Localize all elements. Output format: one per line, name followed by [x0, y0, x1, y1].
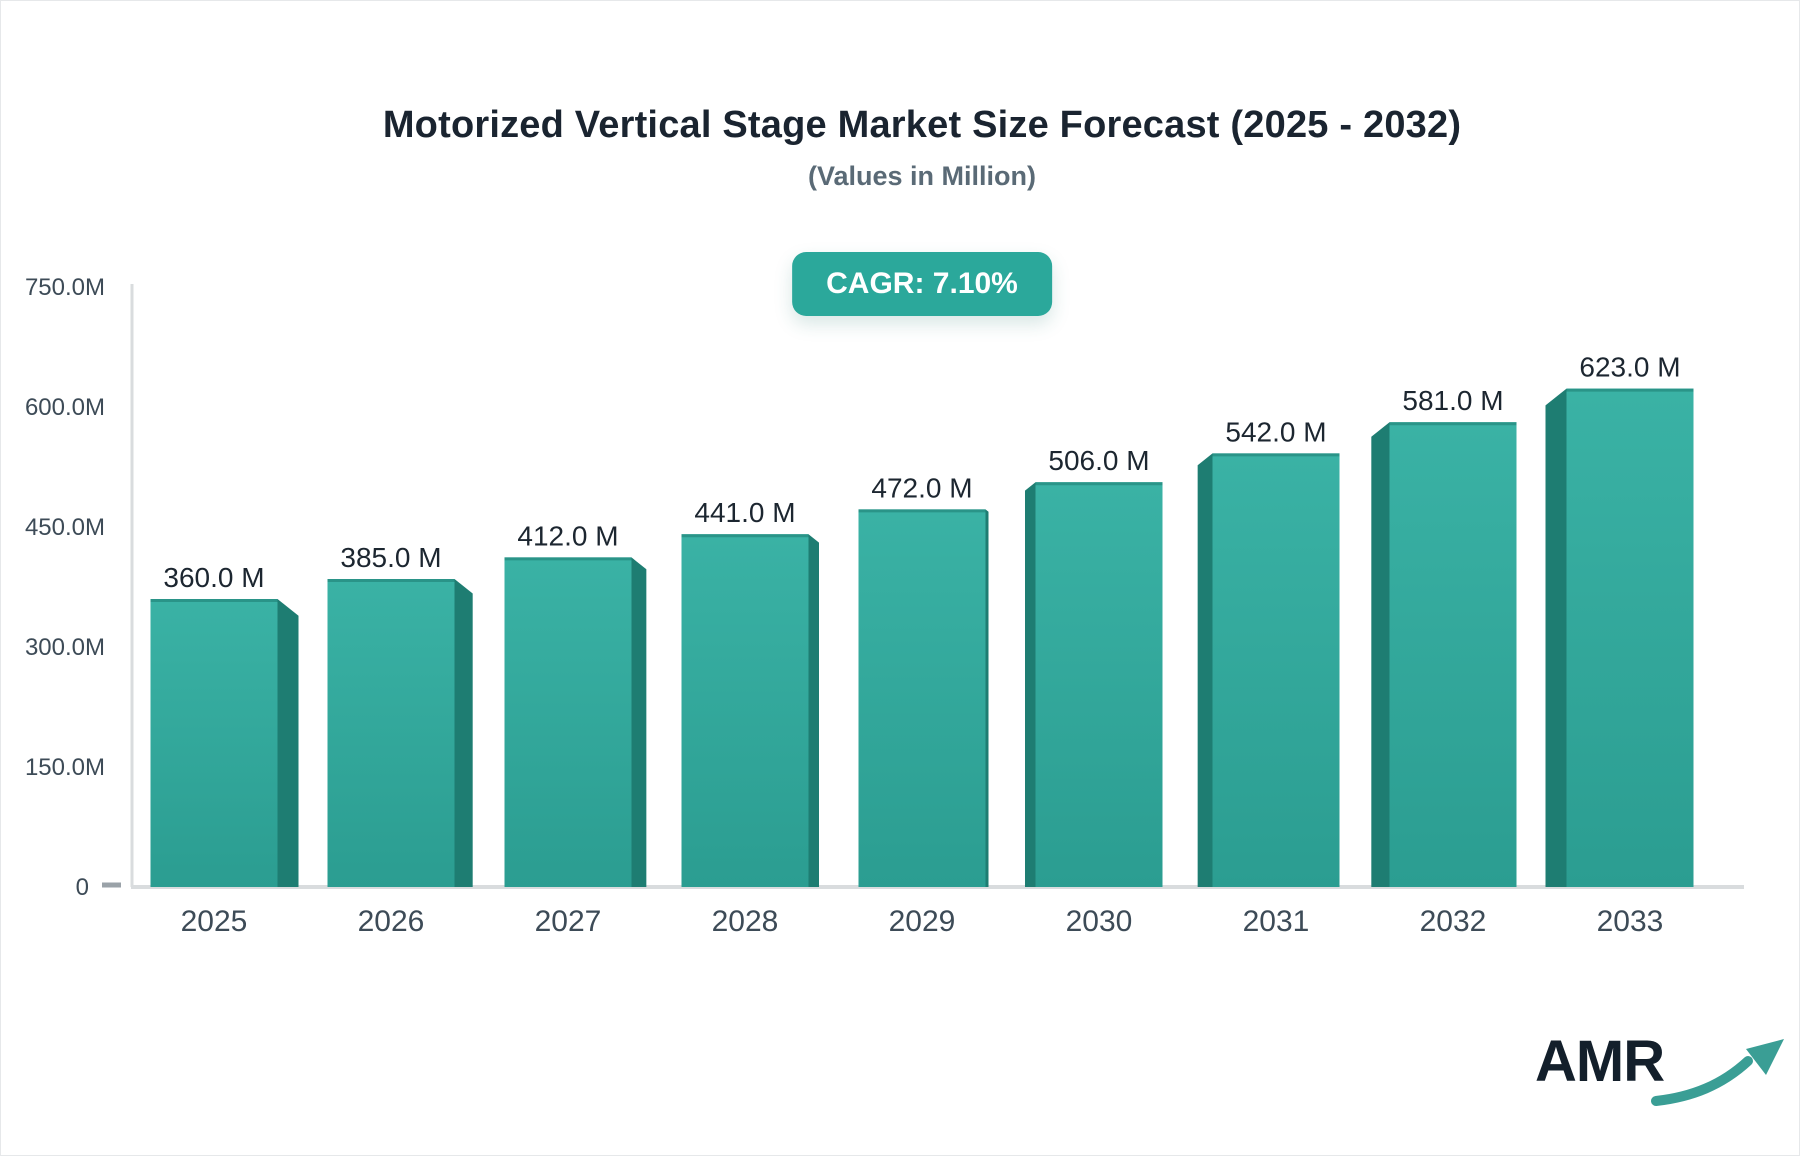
logo-text: AMR — [1535, 1029, 1665, 1094]
amr-logo: AMR — [1535, 1033, 1790, 1113]
bar-front — [504, 557, 632, 887]
y-axis-label: 0 — [76, 874, 89, 901]
bar-side — [1371, 422, 1390, 887]
growth-arrow-icon — [1651, 1039, 1785, 1106]
y-axis-label: 750.0M — [25, 274, 105, 301]
y-axis-label: 600.0M — [25, 394, 105, 421]
x-axis-label: 2033 — [1597, 905, 1664, 938]
cagr-badge: CAGR: 7.10% — [792, 252, 1052, 316]
bar-side — [1025, 482, 1036, 887]
bar-side — [631, 557, 647, 887]
bar-value-label: 441.0 M — [694, 497, 795, 528]
bar-value-label: 360.0 M — [163, 562, 264, 593]
x-axis-label: 2030 — [1066, 905, 1133, 938]
x-axis-label: 2027 — [535, 905, 602, 938]
bar-front — [1035, 482, 1163, 887]
bar-value-label: 385.0 M — [340, 542, 441, 573]
y-axis-label: 150.0M — [25, 754, 105, 781]
bar-value-label: 472.0 M — [871, 472, 972, 503]
bar-side — [985, 509, 989, 887]
bar-value-label: 623.0 M — [1579, 352, 1680, 383]
bar-side — [1545, 388, 1567, 887]
x-axis-label: 2031 — [1243, 905, 1310, 938]
chart-title: Motorized Vertical Stage Market Size For… — [382, 104, 1462, 146]
bar-value-label: 542.0 M — [1225, 416, 1326, 447]
bar-side — [1197, 453, 1213, 887]
y-axis-label: 450.0M — [25, 514, 105, 541]
x-axis-label: 2032 — [1420, 905, 1487, 938]
bar-front — [1389, 422, 1517, 887]
bar-side — [808, 534, 819, 887]
x-axis-label: 2028 — [712, 905, 779, 938]
x-axis-label: 2026 — [358, 905, 425, 938]
x-axis-label: 2025 — [181, 905, 248, 938]
bar-value-label: 412.0 M — [517, 520, 618, 551]
bar-front — [858, 509, 986, 887]
bar-value-label: 506.0 M — [1048, 445, 1149, 476]
bar-side — [277, 599, 299, 887]
bar-front — [1212, 453, 1340, 887]
bar-front — [1566, 388, 1694, 887]
bar-front — [681, 534, 809, 887]
bar-front — [150, 599, 278, 887]
bar-front — [327, 579, 455, 887]
bar-side — [454, 579, 473, 887]
y-axis-label: 300.0M — [25, 634, 105, 661]
chart-subtitle: (Values in Million) — [807, 161, 1037, 191]
x-axis-label: 2029 — [889, 905, 956, 938]
bar-value-label: 581.0 M — [1402, 385, 1503, 416]
